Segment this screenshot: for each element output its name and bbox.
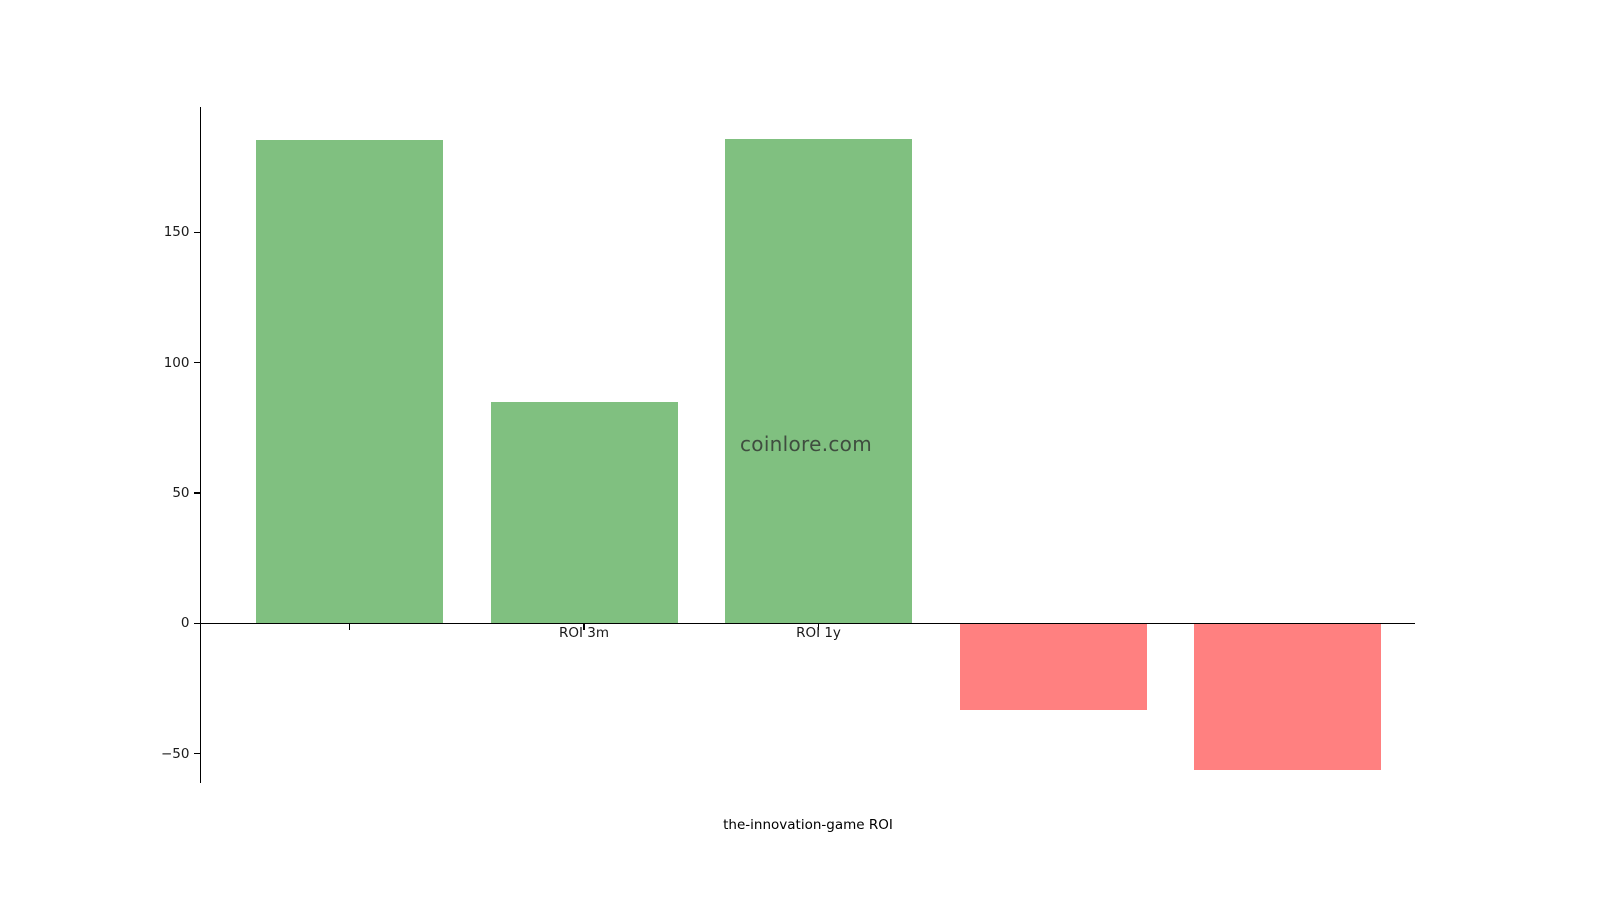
y-axis-spine <box>199 107 201 783</box>
x-tick-mark <box>348 623 351 631</box>
x-axis-zero-line <box>199 622 1415 625</box>
bar-roi-3m <box>490 402 678 624</box>
bar-roi-1 <box>256 140 443 624</box>
y-tick-mark <box>193 622 200 625</box>
y-tick-mark <box>193 752 200 755</box>
y-tick-label: −50 <box>161 745 190 762</box>
bar-roi-1y <box>725 138 912 624</box>
y-tick-label: 0 <box>180 615 190 632</box>
bar-roi-4 <box>959 623 1147 711</box>
x-tick-label: ROI 1y <box>796 625 841 641</box>
y-tick-mark <box>193 231 200 234</box>
bar-roi-5 <box>1194 623 1381 771</box>
y-tick-label: 50 <box>172 485 190 501</box>
watermark-text: coinlore.com <box>739 432 873 456</box>
x-tick-mark <box>583 623 585 631</box>
x-tick-mark <box>817 623 820 631</box>
y-tick-label: 100 <box>163 354 190 371</box>
y-tick-mark <box>193 492 200 494</box>
chart-title: the-innovation-game ROI <box>723 817 893 833</box>
y-tick-mark <box>193 361 200 364</box>
y-tick-label: 150 <box>163 224 190 241</box>
x-tick-label: ROI 3m <box>558 625 610 641</box>
